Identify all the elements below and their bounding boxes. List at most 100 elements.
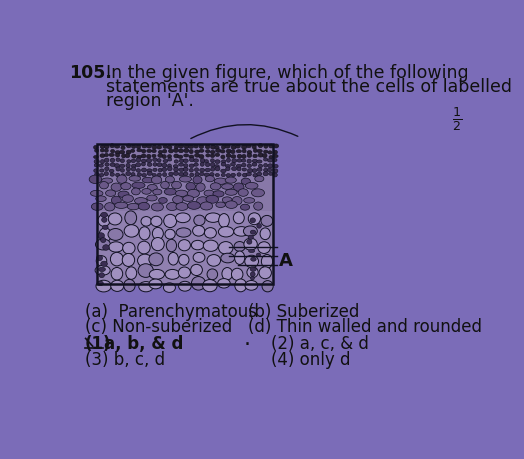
Ellipse shape [221, 169, 226, 173]
Ellipse shape [274, 144, 279, 148]
Ellipse shape [231, 150, 235, 154]
Ellipse shape [142, 174, 146, 177]
Ellipse shape [152, 149, 156, 153]
Ellipse shape [193, 176, 202, 184]
Ellipse shape [109, 153, 114, 157]
Ellipse shape [204, 228, 216, 238]
Ellipse shape [273, 158, 277, 162]
Ellipse shape [173, 171, 178, 175]
Ellipse shape [124, 280, 135, 291]
Ellipse shape [274, 164, 278, 168]
Ellipse shape [183, 159, 188, 162]
Ellipse shape [104, 158, 109, 162]
Ellipse shape [142, 177, 154, 183]
Ellipse shape [205, 168, 210, 172]
Ellipse shape [234, 227, 249, 236]
Ellipse shape [207, 269, 217, 280]
Text: (4) only d: (4) only d [271, 351, 351, 369]
Ellipse shape [115, 151, 121, 154]
Ellipse shape [105, 190, 116, 196]
Ellipse shape [178, 240, 190, 251]
Ellipse shape [232, 268, 243, 280]
Ellipse shape [132, 182, 145, 189]
Ellipse shape [214, 165, 220, 168]
Ellipse shape [166, 176, 174, 183]
Ellipse shape [138, 264, 154, 277]
Ellipse shape [222, 268, 233, 280]
Ellipse shape [124, 225, 139, 237]
Text: (a)  Parenchymatous: (a) Parenchymatous [85, 303, 257, 321]
Ellipse shape [169, 172, 173, 176]
Ellipse shape [247, 267, 258, 278]
Ellipse shape [253, 154, 257, 158]
Ellipse shape [231, 173, 235, 177]
Ellipse shape [190, 157, 194, 162]
Ellipse shape [162, 173, 167, 177]
Ellipse shape [129, 176, 140, 181]
Ellipse shape [215, 167, 220, 171]
Ellipse shape [127, 160, 131, 163]
Ellipse shape [255, 176, 264, 182]
Ellipse shape [219, 213, 230, 227]
Ellipse shape [132, 188, 140, 195]
Ellipse shape [152, 145, 157, 149]
Ellipse shape [163, 145, 168, 148]
Ellipse shape [263, 172, 268, 176]
Ellipse shape [153, 168, 157, 172]
Ellipse shape [102, 217, 107, 222]
Ellipse shape [194, 215, 205, 225]
Ellipse shape [183, 172, 188, 176]
Ellipse shape [252, 145, 256, 149]
Ellipse shape [179, 281, 191, 291]
Ellipse shape [237, 167, 241, 171]
Ellipse shape [168, 158, 172, 161]
Ellipse shape [221, 253, 235, 263]
Ellipse shape [101, 237, 106, 242]
Ellipse shape [219, 227, 234, 237]
Ellipse shape [101, 160, 104, 164]
Ellipse shape [186, 182, 195, 190]
Ellipse shape [193, 225, 205, 236]
Ellipse shape [167, 167, 172, 171]
Text: (c) Non-suberized: (c) Non-suberized [85, 319, 232, 336]
Ellipse shape [141, 154, 146, 158]
Ellipse shape [237, 159, 242, 162]
Ellipse shape [99, 228, 112, 242]
Ellipse shape [196, 197, 209, 205]
Ellipse shape [126, 172, 130, 176]
Ellipse shape [264, 168, 268, 172]
Ellipse shape [159, 197, 167, 203]
Ellipse shape [248, 249, 255, 252]
Ellipse shape [100, 182, 108, 189]
Ellipse shape [151, 216, 162, 226]
Ellipse shape [205, 213, 221, 222]
Ellipse shape [222, 160, 226, 163]
Ellipse shape [210, 151, 215, 154]
Ellipse shape [153, 189, 162, 195]
Ellipse shape [268, 151, 272, 154]
Ellipse shape [269, 156, 273, 159]
Ellipse shape [178, 155, 183, 158]
Ellipse shape [237, 154, 242, 158]
Ellipse shape [232, 167, 237, 171]
Ellipse shape [152, 227, 163, 240]
Ellipse shape [116, 167, 121, 171]
Ellipse shape [105, 167, 109, 171]
Ellipse shape [161, 181, 169, 189]
Ellipse shape [235, 251, 245, 264]
Ellipse shape [147, 169, 152, 172]
Ellipse shape [167, 202, 178, 211]
Ellipse shape [250, 218, 255, 223]
Ellipse shape [176, 228, 191, 237]
Ellipse shape [99, 273, 104, 278]
Ellipse shape [257, 168, 262, 171]
Ellipse shape [215, 174, 220, 177]
Ellipse shape [211, 167, 215, 171]
Ellipse shape [200, 168, 205, 172]
Ellipse shape [138, 254, 152, 267]
Ellipse shape [96, 255, 103, 261]
Ellipse shape [163, 159, 168, 162]
Ellipse shape [237, 173, 241, 176]
Ellipse shape [158, 151, 162, 154]
Ellipse shape [232, 159, 237, 162]
